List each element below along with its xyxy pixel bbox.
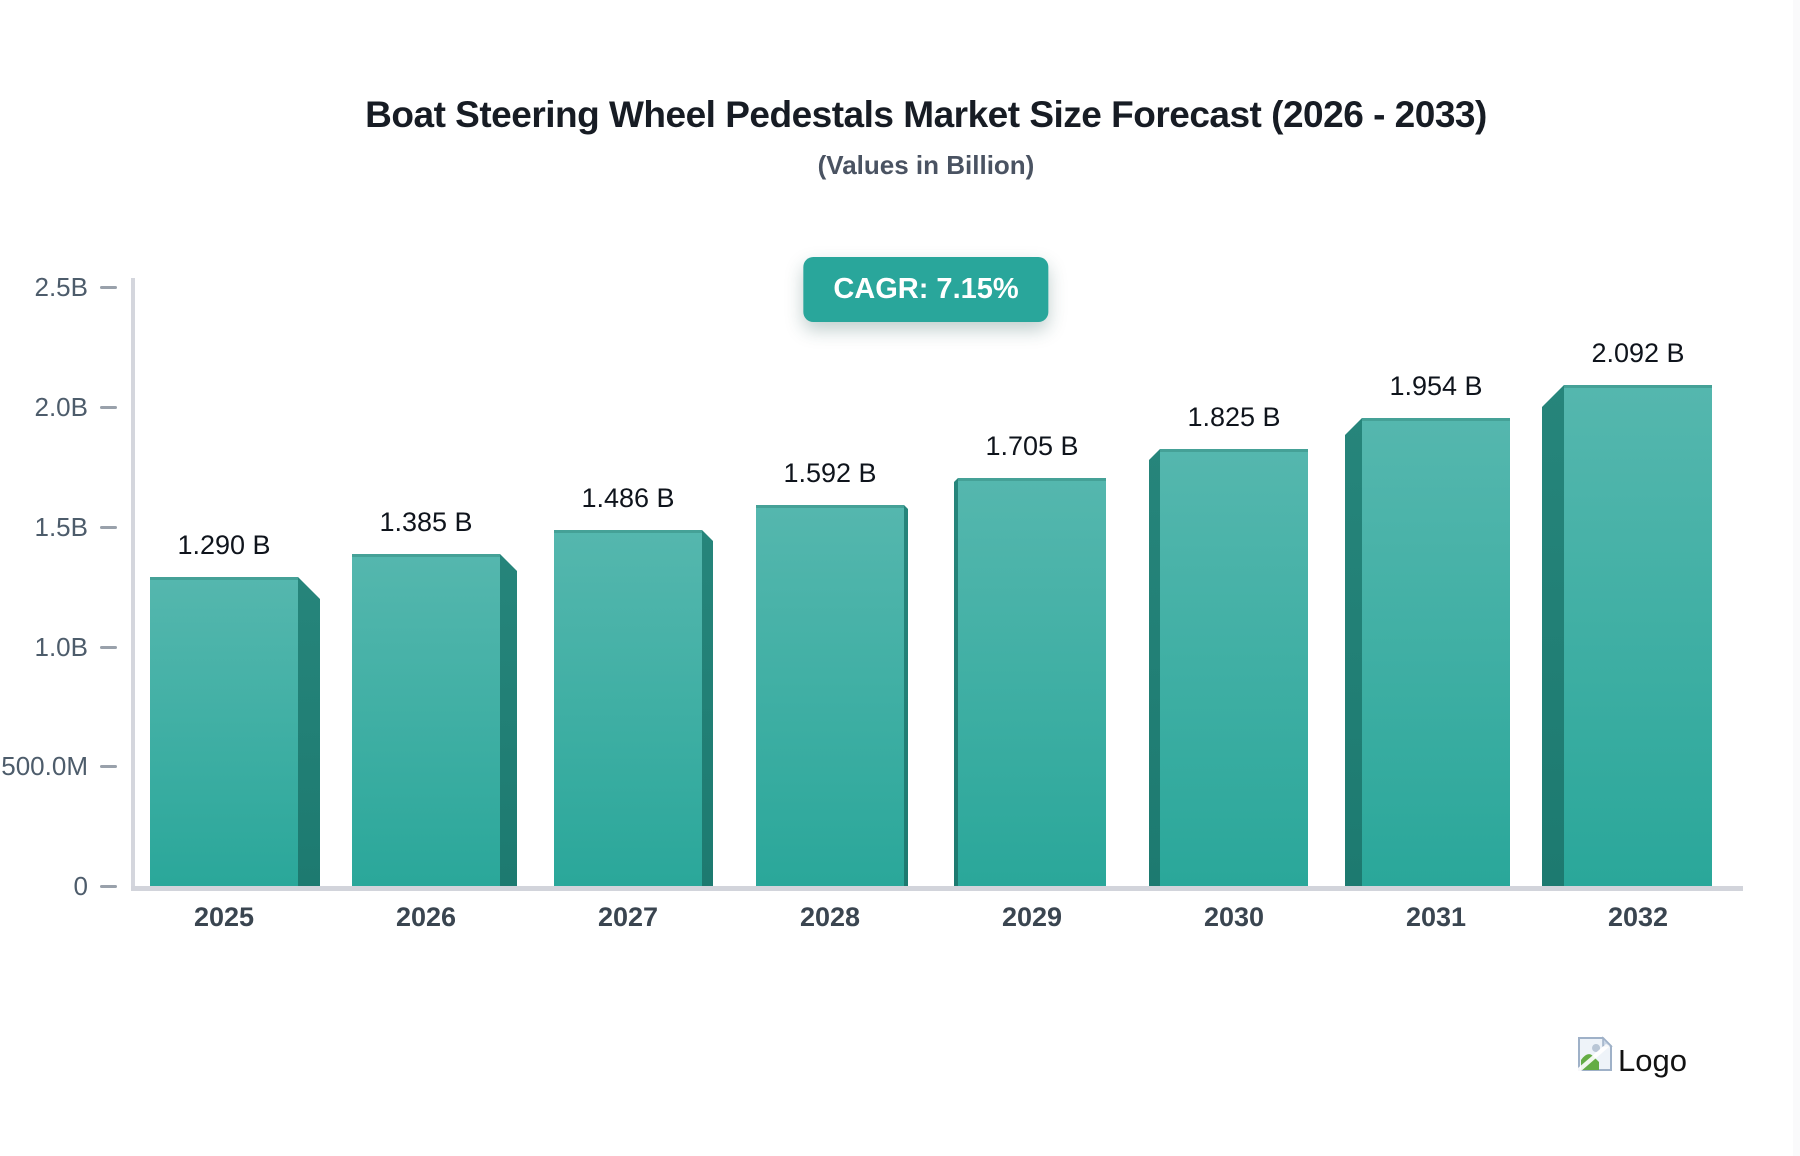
bar-2030 (1160, 449, 1308, 886)
y-tick-label: 2.0B (34, 392, 89, 422)
bar-side-2029 (954, 478, 958, 886)
cagr-badge: CAGR: 7.15% (803, 257, 1049, 322)
y-tick-dash (100, 646, 117, 649)
bar-side-2032 (1542, 385, 1564, 886)
x-axis-label-2031: 2031 (1405, 902, 1467, 932)
bar-value-label: 1.705 B (985, 431, 1079, 461)
bar-side-2026 (500, 554, 517, 886)
bar-value-label: 1.486 B (581, 483, 675, 513)
bar-value-label: 2.092 B (1591, 338, 1685, 368)
x-axis-label-2032: 2032 (1607, 902, 1669, 932)
x-axis-label-2028: 2028 (799, 902, 861, 932)
y-tick-label: 1.5B (34, 512, 89, 542)
bar-2031 (1362, 418, 1510, 886)
bar-value-label: 1.954 B (1389, 371, 1483, 401)
y-tick-dash (100, 765, 117, 768)
bar-value-label: 1.592 B (783, 458, 877, 488)
bar-side-2028 (904, 505, 908, 886)
y-tick-label: 2.5B (34, 272, 89, 302)
x-axis-line (131, 886, 1743, 891)
bar-2027 (554, 530, 702, 886)
y-tick-label: 1.0B (34, 632, 89, 662)
chart-subtitle: (Values in Billion) (817, 150, 1035, 180)
bar-side-2030 (1149, 449, 1160, 886)
x-axis-label-2026: 2026 (395, 902, 457, 932)
y-tick-dash (100, 526, 117, 529)
bar-value-label: 1.825 B (1187, 402, 1281, 432)
x-axis-label-2030: 2030 (1203, 902, 1265, 932)
y-tick-dash (100, 885, 117, 888)
bar-2029 (958, 478, 1106, 886)
bar-side-2031 (1345, 418, 1362, 886)
bar-2025 (150, 577, 298, 886)
x-axis-label-2029: 2029 (1001, 902, 1063, 932)
bar-side-2025 (298, 577, 320, 886)
x-axis-label-2027: 2027 (597, 902, 659, 932)
y-tick-label: 500.0M (1, 751, 88, 781)
y-tick-dash (100, 286, 117, 289)
y-tick-dash (100, 406, 117, 409)
chart-title: Boat Steering Wheel Pedestals Market Siz… (365, 94, 1487, 135)
logo: Logo (1576, 1034, 1687, 1078)
x-axis-label-2025: 2025 (193, 902, 255, 932)
y-axis-line (131, 278, 135, 890)
bar-2026 (352, 554, 500, 886)
bar-2028 (756, 505, 904, 886)
broken-image-icon (1578, 1036, 1613, 1072)
bar-2032 (1564, 385, 1712, 886)
logo-alt-text: Logo (1618, 1043, 1687, 1078)
page-edge (1793, 0, 1800, 1156)
y-tick-label: 0 (73, 871, 88, 901)
bar-value-label: 1.290 B (177, 530, 271, 560)
bar-side-2027 (702, 530, 713, 886)
bar-value-label: 1.385 B (379, 507, 473, 537)
